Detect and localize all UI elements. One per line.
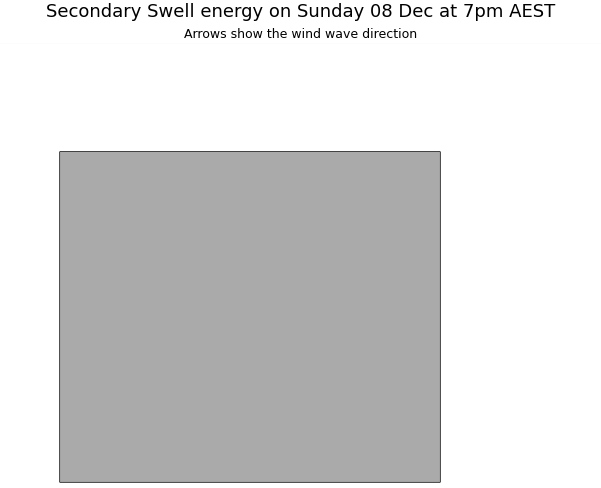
Text: Arrows show the wind wave direction: Arrows show the wind wave direction: [184, 28, 417, 41]
FancyBboxPatch shape: [59, 152, 441, 482]
Text: Secondary Swell energy on Sunday 08 Dec at 7pm AEST: Secondary Swell energy on Sunday 08 Dec …: [46, 3, 555, 21]
